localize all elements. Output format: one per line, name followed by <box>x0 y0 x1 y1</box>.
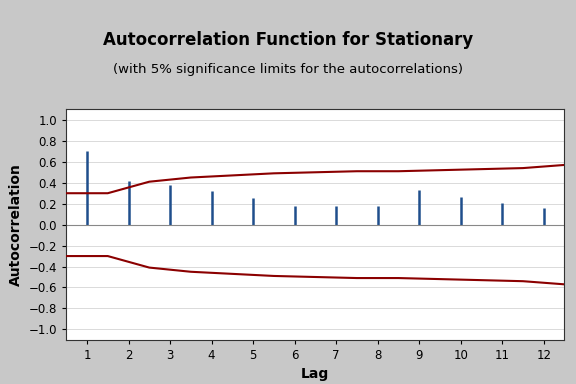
Text: Autocorrelation Function for Stationary: Autocorrelation Function for Stationary <box>103 31 473 49</box>
Text: (with 5% significance limits for the autocorrelations): (with 5% significance limits for the aut… <box>113 63 463 76</box>
Y-axis label: Autocorrelation: Autocorrelation <box>9 163 23 286</box>
X-axis label: Lag: Lag <box>301 367 329 381</box>
